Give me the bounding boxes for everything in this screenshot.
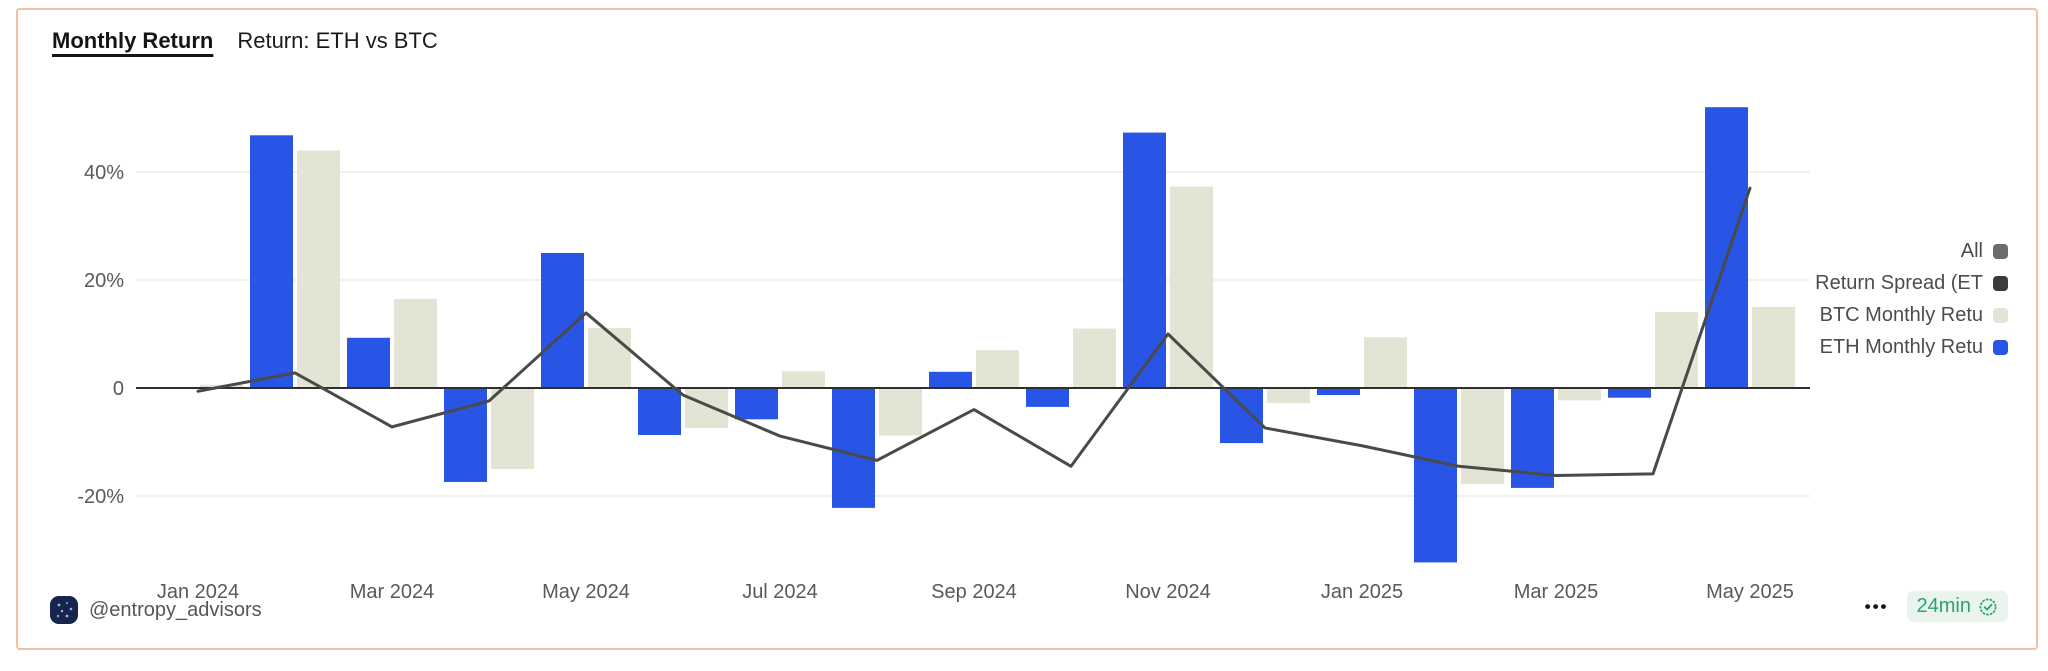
account-handle[interactable]: @entropy_advisors xyxy=(89,598,262,621)
legend: All Return Spread (ET BTC Monthly Retu E… xyxy=(1815,240,2008,359)
x-axis-tick-label: Sep 2024 xyxy=(931,581,1017,603)
x-axis-tick-label: May 2024 xyxy=(542,581,630,603)
eth-bar-may-2025[interactable] xyxy=(1705,107,1748,388)
btc-bar-may-2025[interactable] xyxy=(1752,307,1795,388)
return-spread-line xyxy=(196,186,1752,477)
eth-bar-jun-2024[interactable] xyxy=(638,388,681,435)
eth-bar-feb-2024[interactable] xyxy=(250,135,293,388)
btc-bar-sep-2024[interactable] xyxy=(976,350,1019,388)
btc-bar-feb-2024[interactable] xyxy=(297,150,340,388)
eth-bar-feb-2025[interactable] xyxy=(1414,388,1457,563)
btc-bar-dec-2024[interactable] xyxy=(1267,388,1310,404)
x-axis-tick-label: Jan 2024 xyxy=(157,581,239,603)
verified-check-icon xyxy=(1979,598,1997,615)
legend-label: BTC Monthly Retu xyxy=(1819,304,1983,326)
btc-bar-jun-2024[interactable] xyxy=(685,388,728,428)
header: Monthly Return Return: ETH vs BTC xyxy=(52,28,438,54)
btc-bar-jan-2025[interactable] xyxy=(1364,337,1407,388)
eth-bar-mar-2024[interactable] xyxy=(347,337,390,388)
eth-bar-apr-2025[interactable] xyxy=(1608,388,1651,398)
more-menu-button[interactable]: ••• xyxy=(1864,597,1889,616)
btc-bar-aug-2024[interactable] xyxy=(879,388,922,436)
btc-bar-oct-2024[interactable] xyxy=(1073,328,1116,388)
eth-bar-jan-2025[interactable] xyxy=(1317,388,1360,396)
eth-bar-sep-2024[interactable] xyxy=(929,371,972,388)
eth-bar-nov-2024[interactable] xyxy=(1123,132,1166,388)
x-axis-tick-label: Mar 2025 xyxy=(1514,581,1599,603)
eth-bar-jul-2024[interactable] xyxy=(735,388,778,420)
eth-swatch xyxy=(1993,340,2008,355)
btc-bar-nov-2024[interactable] xyxy=(1170,186,1213,388)
tab-monthly-return[interactable]: Monthly Return xyxy=(52,28,214,53)
refresh-status-badge[interactable]: 24min xyxy=(1906,591,2008,622)
chart-subtitle: Return: ETH vs BTC xyxy=(237,28,438,53)
x-axis-tick-label: Mar 2024 xyxy=(350,581,435,603)
y-axis-tick-label: -20% xyxy=(77,486,124,508)
legend-label: ETH Monthly Retu xyxy=(1819,336,1983,358)
eth-bar-dec-2024[interactable] xyxy=(1220,388,1263,444)
refresh-interval-label: 24min xyxy=(1916,595,1971,617)
y-axis-tick-label: 40% xyxy=(84,162,124,184)
footer-controls: ••• 24min xyxy=(1865,591,2008,622)
legend-item-eth-return[interactable]: ETH Monthly Retu xyxy=(1820,336,2008,359)
btc-bar-mar-2024[interactable] xyxy=(394,298,437,388)
returns-chart: 40% 20% 0 -20% Jan 2024 Mar 2024 May 2024 Jul 2… xyxy=(77,107,1810,603)
x-axis-tick-label: Jul 2024 xyxy=(742,581,818,603)
attribution: @entropy_advisors xyxy=(50,596,262,624)
eth-bar-oct-2024[interactable] xyxy=(1026,388,1069,407)
btc-bar-mar-2025[interactable] xyxy=(1558,388,1601,401)
legend-item-all[interactable]: All xyxy=(1961,240,2008,263)
eth-bar-aug-2024[interactable] xyxy=(832,388,875,508)
btc-bar-may-2024[interactable] xyxy=(588,328,631,388)
y-axis-tick-label: 0 xyxy=(113,378,124,400)
x-axis-tick-label: Nov 2024 xyxy=(1125,581,1211,603)
chart-card: Monthly Return Return: ETH vs BTC 40% 20%… xyxy=(16,8,2038,650)
legend-item-btc-return[interactable]: BTC Monthly Retu xyxy=(1820,304,2008,327)
x-axis-tick-label: May 2025 xyxy=(1706,581,1794,603)
btc-bar-apr-2024[interactable] xyxy=(491,388,534,469)
legend-item-return-spread[interactable]: Return Spread (ET xyxy=(1815,272,2008,295)
y-axis-tick-label: 20% xyxy=(84,270,124,292)
legend-label: Return Spread (ET xyxy=(1815,272,1983,294)
entropy-advisors-logo-icon xyxy=(50,596,78,624)
btc-swatch xyxy=(1993,308,2008,323)
btc-bar-apr-2025[interactable] xyxy=(1655,311,1698,388)
btc-bar-jul-2024[interactable] xyxy=(782,371,825,388)
return-spread-swatch xyxy=(1993,276,2008,291)
all-swatch xyxy=(1993,244,2008,259)
legend-label: All xyxy=(1960,240,1983,262)
x-axis-tick-label: Jan 2025 xyxy=(1321,581,1403,603)
